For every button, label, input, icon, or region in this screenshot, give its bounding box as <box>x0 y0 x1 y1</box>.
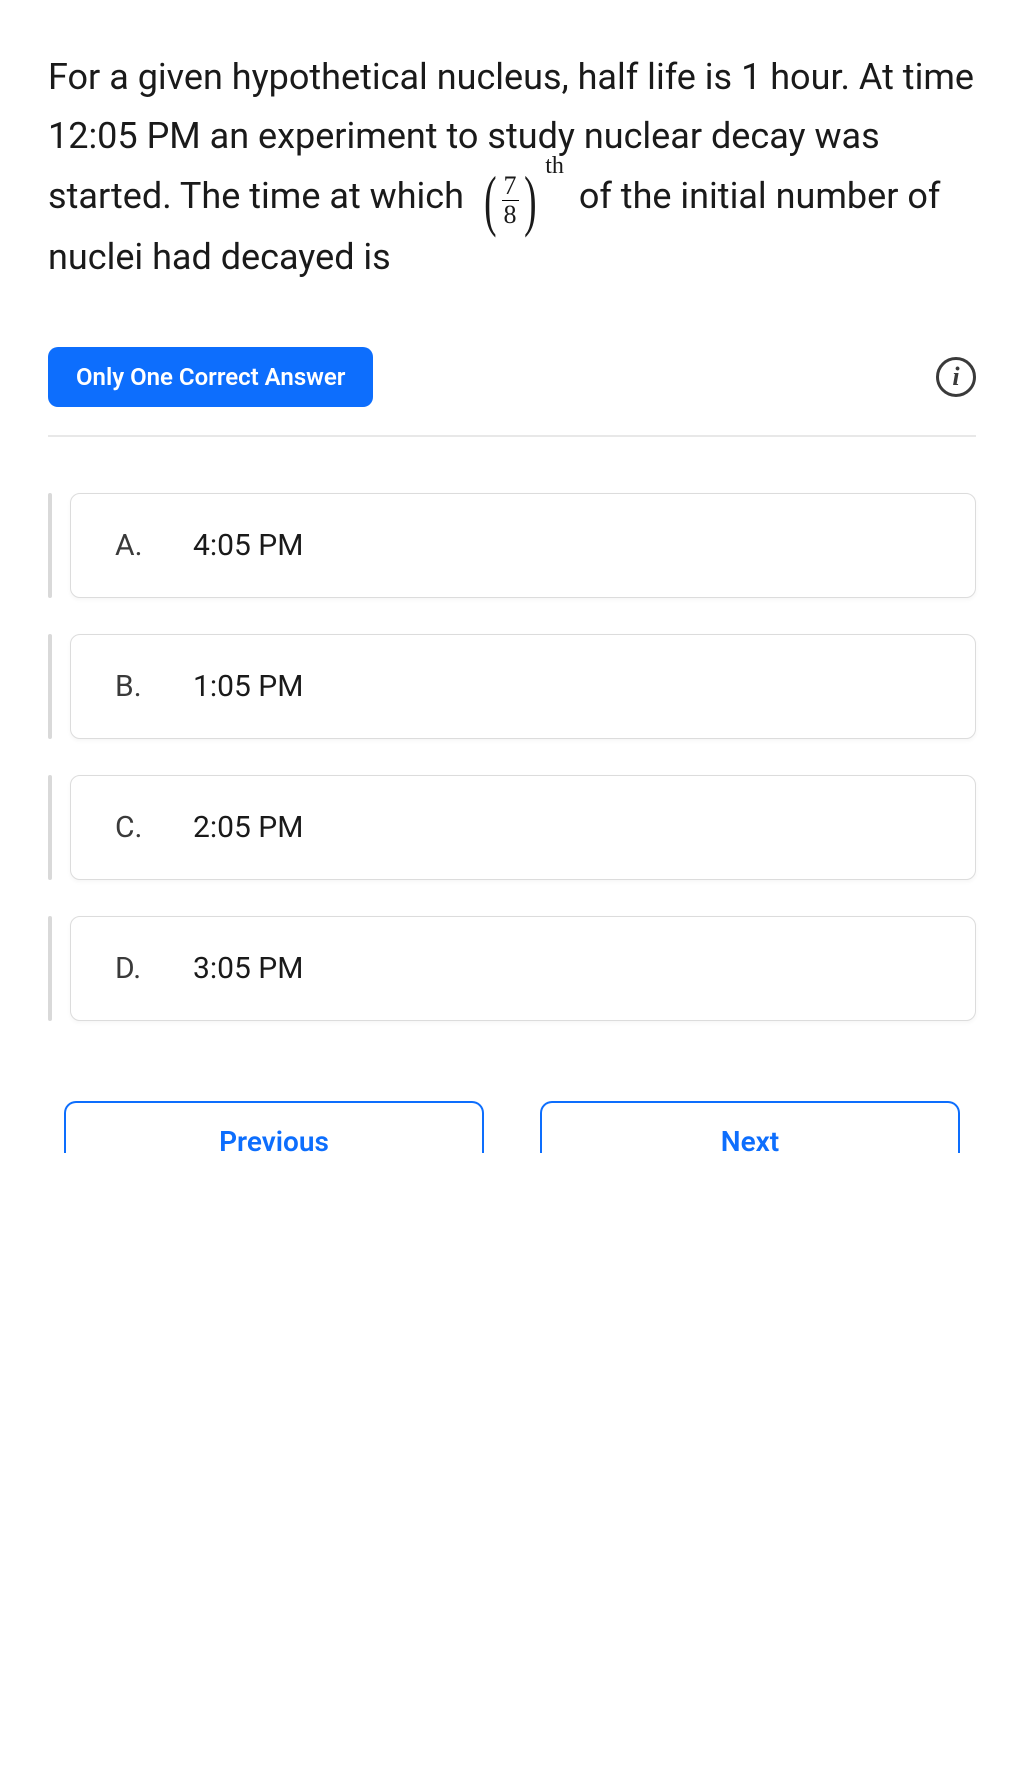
options-list: A. 4:05 PM B. 1:05 PM C. 2:05 PM D. 3:05… <box>48 493 976 1021</box>
option-text: 2:05 PM <box>193 810 303 845</box>
option-wrap-a: A. 4:05 PM <box>48 493 976 598</box>
fraction: 78 <box>502 172 519 228</box>
option-b[interactable]: B. 1:05 PM <box>70 634 976 739</box>
option-letter: D. <box>115 951 145 986</box>
option-letter: B. <box>115 669 145 704</box>
option-accent <box>48 634 52 739</box>
option-accent <box>48 493 52 598</box>
option-letter: C. <box>115 810 145 845</box>
meta-row: Only One Correct Answer i <box>48 347 976 407</box>
next-button[interactable]: Next <box>540 1101 960 1153</box>
fraction-expression: (78)th <box>479 169 564 228</box>
option-a[interactable]: A. 4:05 PM <box>70 493 976 598</box>
option-accent <box>48 775 52 880</box>
option-accent <box>48 916 52 1021</box>
fraction-numerator: 7 <box>502 172 519 200</box>
option-text: 1:05 PM <box>193 669 303 704</box>
question-text: For a given hypothetical nucleus, half l… <box>48 48 976 287</box>
fraction-denominator: 8 <box>502 201 519 228</box>
divider <box>48 435 976 437</box>
previous-button[interactable]: Previous <box>64 1101 484 1153</box>
info-icon[interactable]: i <box>936 357 976 397</box>
option-c[interactable]: C. 2:05 PM <box>70 775 976 880</box>
answer-type-badge: Only One Correct Answer <box>48 347 373 407</box>
option-letter: A. <box>115 528 145 563</box>
info-icon-glyph: i <box>952 362 959 392</box>
option-d[interactable]: D. 3:05 PM <box>70 916 976 1021</box>
next-label: Next <box>721 1125 779 1153</box>
option-wrap-c: C. 2:05 PM <box>48 775 976 880</box>
option-wrap-b: B. 1:05 PM <box>48 634 976 739</box>
previous-label: Previous <box>219 1125 329 1153</box>
option-wrap-d: D. 3:05 PM <box>48 916 976 1021</box>
option-text: 3:05 PM <box>193 951 303 986</box>
nav-row: Previous Next <box>48 1101 976 1153</box>
superscript-th: th <box>545 153 564 179</box>
option-text: 4:05 PM <box>193 528 303 563</box>
